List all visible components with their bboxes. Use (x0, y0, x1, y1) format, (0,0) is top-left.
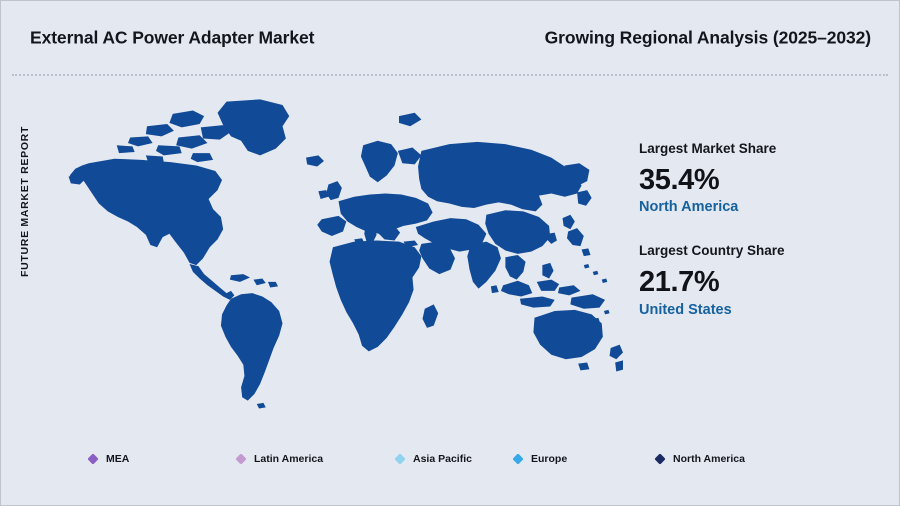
legend-marker-icon (235, 453, 247, 465)
stat-label: Largest Market Share (639, 141, 777, 156)
legend-label: MEA (106, 453, 130, 465)
stat-largest-market-share: Largest Market Share 35.4% North America (639, 141, 885, 215)
brand-vertical-label: FUTURE MARKET REPORT (19, 125, 31, 277)
legend-item-asia-pacific: Asia Pacific (394, 449, 472, 469)
map-landmasses (68, 99, 623, 409)
header-divider (12, 74, 888, 76)
legend-label: Latin America (254, 453, 324, 465)
stats-panel: Largest Market Share 35.4% North America… (639, 141, 885, 318)
legend-marker-icon (512, 453, 524, 465)
header-subtitle: Growing Regional Analysis (2025–2032) (544, 27, 871, 48)
legend-item-mea: MEA (87, 449, 130, 469)
stat-region: North America (639, 199, 739, 216)
page-title: External AC Power Adapter Market (30, 27, 315, 48)
stat-region: United States (639, 301, 732, 318)
stat-label: Largest Country Share (639, 243, 785, 259)
legend-marker-icon (394, 453, 406, 465)
legend-label: Asia Pacific (413, 453, 472, 465)
legend-item-latin-america: Latin America (235, 449, 324, 469)
world-map-svg (68, 99, 623, 409)
legend-item-north-america: North America (654, 449, 745, 469)
stat-largest-country-share: Largest Country Share 21.7% United State… (639, 243, 885, 317)
legend-marker-icon (654, 453, 666, 465)
stat-value: 35.4% (639, 164, 720, 196)
legend-label: North America (673, 453, 745, 465)
map-legend: MEA Latin America Asia Pacific Europe No… (87, 449, 819, 469)
world-map (63, 97, 623, 417)
header-bar: External AC Power Adapter Market Growing… (1, 1, 899, 76)
stat-value: 21.7% (639, 266, 720, 299)
legend-label: Europe (531, 453, 568, 465)
legend-item-europe: Europe (512, 449, 568, 469)
legend-marker-icon (87, 453, 99, 465)
